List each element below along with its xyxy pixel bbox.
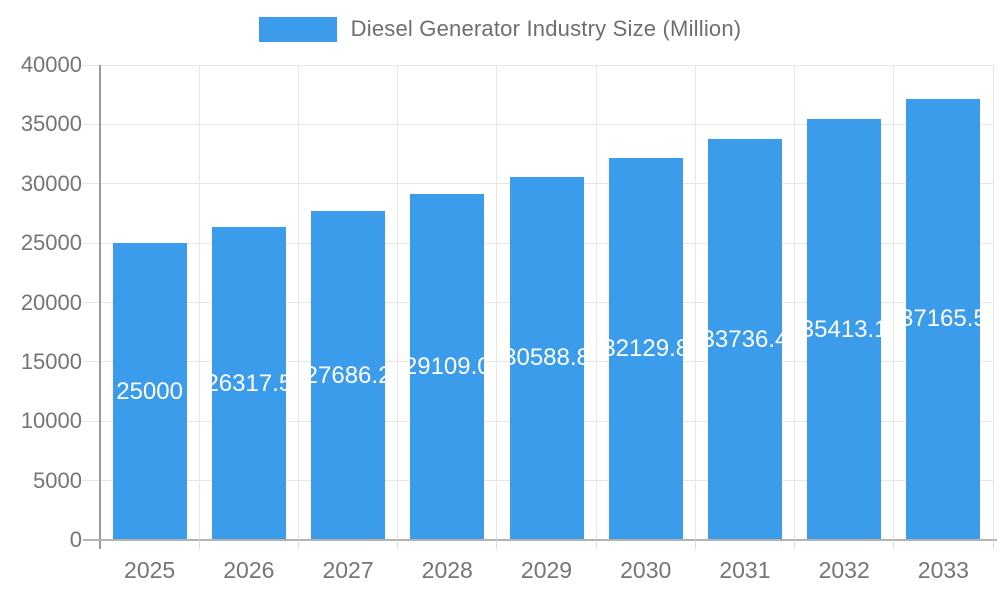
y-axis-tick-label: 25000 xyxy=(20,230,82,256)
x-axis-tick-label: 2029 xyxy=(520,557,573,583)
x-axis-tick xyxy=(893,540,895,549)
bar: 26317.5 xyxy=(211,227,286,540)
y-axis-tick xyxy=(82,183,100,185)
y-axis-ticks xyxy=(82,64,100,540)
y-axis-tick-label: 10000 xyxy=(20,408,82,434)
bar: 29109.0 xyxy=(410,194,485,540)
y-axis-line xyxy=(99,65,101,549)
legend-label: Diesel Generator Industry Size (Million) xyxy=(350,16,742,41)
plot-area: 25000 26317.5 27686.2 29109.0 30588.8 32129.8… xyxy=(100,64,994,540)
x-axis-tick-label: 2025 xyxy=(124,557,176,583)
v-gridline xyxy=(595,65,597,540)
x-axis-tick xyxy=(694,540,696,549)
bar: 25000 xyxy=(112,243,187,540)
y-axis-tick-label: 35000 xyxy=(20,111,82,137)
y-axis-tick xyxy=(82,123,100,125)
bar: 37165.5 xyxy=(906,98,981,540)
x-axis-line xyxy=(83,539,997,541)
y-axis-tick-label: 40000 xyxy=(20,52,82,77)
v-gridline xyxy=(794,65,796,540)
y-axis-tick xyxy=(82,420,100,422)
x-axis-tick-label: 2026 xyxy=(223,557,275,583)
y-axis-tick xyxy=(82,242,100,244)
bar-value-label: 30588.8 xyxy=(509,344,584,372)
bar: 30588.8 xyxy=(509,176,584,540)
h-gridline xyxy=(100,123,993,125)
bar: 35413.1 xyxy=(807,119,882,540)
x-axis-tick-label: 2033 xyxy=(917,557,969,583)
x-axis-tick-label: 2031 xyxy=(719,557,771,583)
y-axis-labels: 0 5000 10000 15000 20000 25000 30000 35000 40000 xyxy=(0,52,82,552)
v-gridline xyxy=(198,65,200,540)
y-axis-tick xyxy=(82,64,100,66)
x-axis-tick xyxy=(496,540,498,549)
x-axis-tick-label: 2028 xyxy=(421,557,473,583)
v-gridline xyxy=(893,65,895,540)
v-gridline xyxy=(694,65,696,540)
x-axis-tick-label: 2027 xyxy=(322,557,374,583)
bar-value-label: 35413.1 xyxy=(807,315,882,343)
x-axis-tick xyxy=(794,540,796,549)
legend: Diesel Generator Industry Size (Million) xyxy=(0,16,1000,42)
x-axis-tick xyxy=(397,540,399,549)
y-axis-tick-label: 5000 xyxy=(33,467,82,493)
bar: 33736.4 xyxy=(707,139,782,540)
y-axis-tick xyxy=(82,302,100,303)
bar: 32129.8 xyxy=(608,158,683,540)
bar-value-label: 32129.8 xyxy=(608,335,683,363)
bar-value-label: 26317.5 xyxy=(211,369,286,397)
v-gridline xyxy=(992,65,994,540)
v-gridline xyxy=(297,65,299,540)
x-axis-tick-label: 2032 xyxy=(818,557,870,583)
bar: 27686.2 xyxy=(311,211,386,540)
bar-value-label: 37165.5 xyxy=(906,305,981,333)
x-axis-tick xyxy=(595,540,597,549)
y-axis-tick xyxy=(82,361,100,363)
bar-value-label: 33736.4 xyxy=(707,325,782,353)
x-axis-ticks xyxy=(100,540,994,549)
bar-value-label: 29109.0 xyxy=(410,353,485,381)
y-axis-tick-label: 20000 xyxy=(20,289,82,315)
h-gridline xyxy=(100,64,993,66)
v-gridline xyxy=(496,65,498,540)
legend-swatch xyxy=(258,16,337,42)
y-axis-tick xyxy=(82,480,100,482)
legend-item[interactable]: Diesel Generator Industry Size (Million) xyxy=(258,16,742,42)
x-axis-tick xyxy=(198,540,200,549)
bar-value-label: 25000 xyxy=(116,377,183,405)
x-axis-tick xyxy=(992,540,994,549)
y-axis-tick-label: 15000 xyxy=(20,348,82,374)
y-axis-tick-label: 30000 xyxy=(20,170,82,196)
x-axis-tick xyxy=(297,540,299,549)
x-axis-tick-label: 2030 xyxy=(620,557,672,583)
v-gridline xyxy=(397,65,399,540)
x-axis-labels: 2025 2026 2027 2028 2029 2030 2031 2032 2033 xyxy=(100,557,993,589)
bar-value-label: 27686.2 xyxy=(311,361,386,389)
y-axis-tick-label: 0 xyxy=(69,527,82,552)
